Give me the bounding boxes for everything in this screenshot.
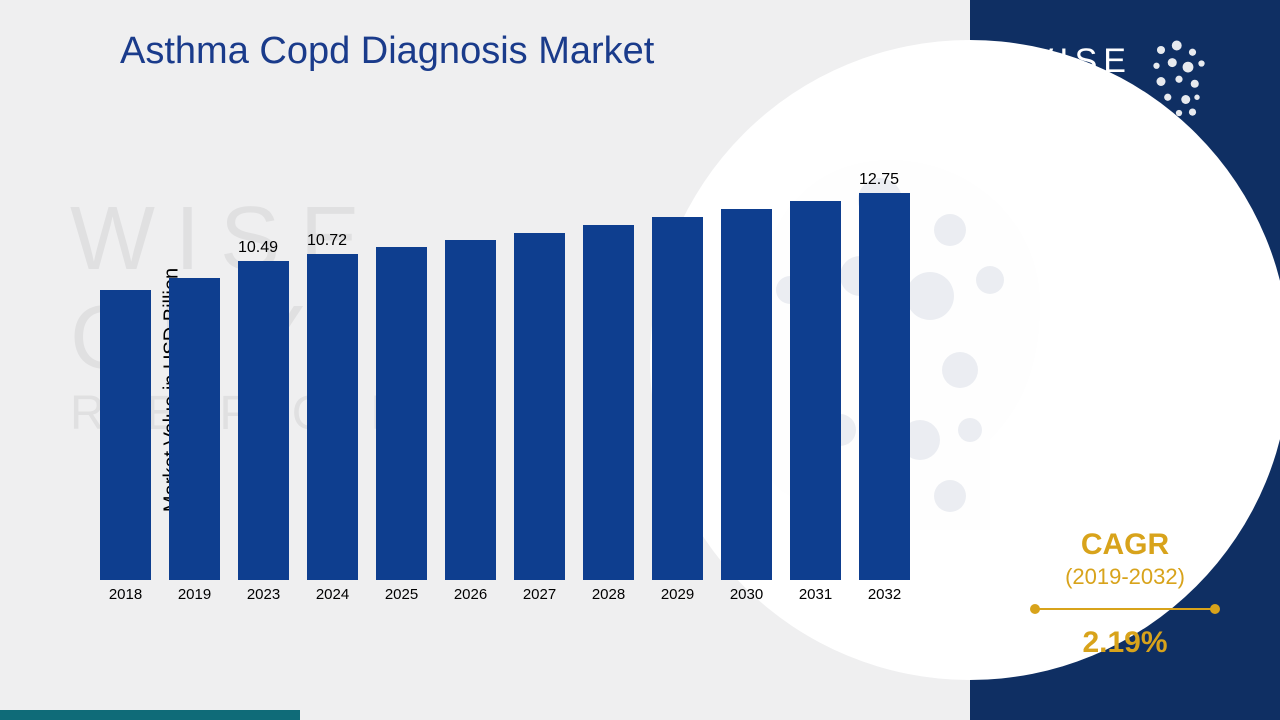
- bar-2031: [790, 170, 841, 580]
- cagr-range: (2019-2032): [1010, 564, 1240, 590]
- plot-area: 10.49 10.72 12.75: [100, 170, 910, 580]
- bar-2026: [445, 170, 496, 580]
- bar-rect: [100, 290, 151, 580]
- bar-2024: 10.72: [307, 170, 358, 580]
- bar-2030: [721, 170, 772, 580]
- cagr-divider-line: [1035, 608, 1215, 610]
- bar-rect: [307, 254, 358, 580]
- bar-value-label: 12.75: [859, 171, 899, 189]
- bar-value-label: 10.49: [238, 239, 278, 257]
- bar-rect: [445, 240, 496, 580]
- bar-rect: [376, 247, 427, 580]
- bar-rect: [514, 233, 565, 580]
- x-axis: 2018 2019 2023 2024 2025 2026 2027 2028 2029 2030…: [100, 580, 910, 610]
- bottom-accent-strip: [0, 710, 300, 720]
- cagr-title: CAGR: [1010, 528, 1240, 562]
- bar-rect: [169, 278, 220, 580]
- bar-rect: [583, 225, 634, 580]
- x-tick: 2023: [238, 580, 289, 610]
- x-tick: 2031: [790, 580, 841, 610]
- bar-value-label: 10.72: [307, 232, 347, 250]
- bar-2023: 10.49: [238, 170, 289, 580]
- brand-head-icon: [1134, 32, 1224, 122]
- bar-rect: [721, 209, 772, 580]
- bar-2029: [652, 170, 703, 580]
- x-tick: 2025: [376, 580, 427, 610]
- bars-container: 10.49 10.72 12.75: [100, 170, 910, 580]
- x-tick: 2029: [652, 580, 703, 610]
- x-tick: 2026: [445, 580, 496, 610]
- x-tick: 2030: [721, 580, 772, 610]
- bar-2032: 12.75: [859, 170, 910, 580]
- brand-text: WISE GUY R E P O R T S: [1021, 44, 1132, 166]
- bar-chart: Market Value in USD Billion 10.4910.7212…: [70, 170, 910, 610]
- chart-title: Asthma Copd Diagnosis Market: [120, 30, 654, 73]
- brand-line1: WISE GUY: [1021, 44, 1132, 115]
- x-tick: 2019: [169, 580, 220, 610]
- cagr-value: 2.19%: [1010, 626, 1240, 660]
- x-tick: 2018: [100, 580, 151, 610]
- bar-2027: [514, 170, 565, 580]
- bar-rect: [238, 261, 289, 580]
- x-tick: 2032: [859, 580, 910, 610]
- x-tick: 2024: [307, 580, 358, 610]
- bar-2018: [100, 170, 151, 580]
- cagr-block: CAGR (2019-2032) 2.19%: [1010, 528, 1240, 660]
- bar-2028: [583, 170, 634, 580]
- bar-rect: [859, 193, 910, 580]
- x-tick: 2027: [514, 580, 565, 610]
- bar-rect: [652, 217, 703, 580]
- bar-rect: [790, 201, 841, 580]
- brand-line2: R E P O R T S: [1021, 115, 1132, 165]
- infographic-canvas: WISE GUY R E P O R T S Asthma Copd Diagn…: [0, 0, 1280, 720]
- bar-2019: [169, 170, 220, 580]
- bar-2025: [376, 170, 427, 580]
- x-tick: 2028: [583, 580, 634, 610]
